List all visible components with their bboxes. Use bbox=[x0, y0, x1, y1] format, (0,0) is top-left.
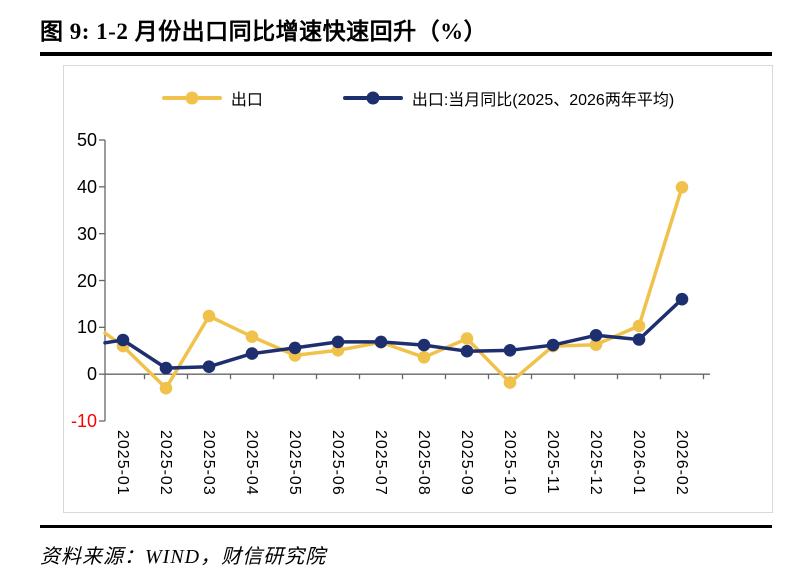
x-axis-label: 2025-06 bbox=[329, 430, 346, 496]
x-axis-label: 2025-11 bbox=[544, 430, 561, 495]
x-axis-label: 2025-05 bbox=[286, 430, 303, 496]
x-axis-label: 2025-03 bbox=[200, 430, 217, 496]
source-note: 资料来源：WIND，财信研究院 bbox=[40, 546, 327, 568]
x-axis-label: 2025-09 bbox=[458, 430, 475, 496]
source-divider bbox=[40, 525, 772, 528]
average-marker-icon bbox=[366, 91, 380, 105]
y-axis-label: 0 bbox=[86, 364, 97, 385]
y-axis-label: 50 bbox=[76, 130, 97, 150]
average-line-swatch bbox=[342, 91, 403, 105]
y-axis-label: 30 bbox=[76, 223, 97, 244]
export-line-swatch bbox=[161, 91, 222, 105]
x-axis-label: 2025-08 bbox=[415, 430, 432, 496]
x-axis-label: 2025-02 bbox=[157, 430, 174, 496]
legend-item-average: 出口:当月同比(2025、2026两年平均) bbox=[342, 86, 675, 110]
legend-label-export: 出口 bbox=[230, 92, 263, 109]
x-axis-label: 2025-04 bbox=[243, 430, 260, 496]
y-axis-label: 20 bbox=[76, 270, 97, 291]
x-axis-label: 2025-01 bbox=[114, 430, 131, 496]
x-axis-label: 2025-07 bbox=[372, 430, 389, 496]
x-axis-label: 2026-01 bbox=[630, 430, 647, 496]
chart-legend: 出口 出口:当月同比(2025、2026两年平均) bbox=[63, 86, 773, 110]
y-axis-label: 40 bbox=[76, 176, 97, 197]
x-axis-label: 2025-10 bbox=[501, 430, 518, 496]
legend-item-export: 出口 bbox=[161, 86, 263, 110]
title-divider bbox=[40, 52, 772, 56]
x-axis-label: 2025-12 bbox=[587, 430, 604, 496]
y-axis-label: -10 bbox=[70, 411, 97, 431]
export-marker-icon bbox=[185, 91, 199, 105]
y-axis-label: 10 bbox=[76, 317, 97, 338]
figure-title: 图 9: 1-2 月份出口同比增速快速回升（%） bbox=[40, 19, 488, 44]
legend-label-average: 出口:当月同比(2025、2026两年平均) bbox=[411, 92, 675, 109]
x-axis-label: 2026-02 bbox=[673, 430, 690, 496]
